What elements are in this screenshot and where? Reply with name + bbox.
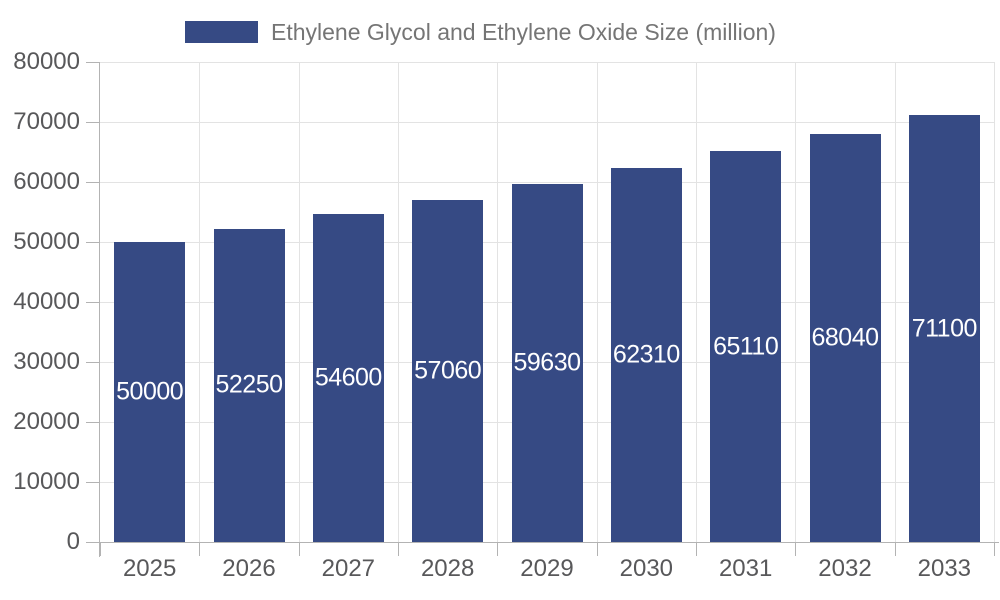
bar-value-label: 57060 [414,356,482,385]
x-tick [795,542,797,556]
x-tick-label: 2026 [222,555,276,582]
x-tick [596,542,598,556]
x-axis-line [86,542,999,543]
y-tick-label: 30000 [13,348,80,375]
bar[interactable]: 68040 [809,133,881,542]
x-tick [497,542,499,556]
x-tick [398,542,399,556]
y-tick-label: 70000 [13,108,80,135]
x-gridline [795,62,797,542]
x-tick-label: 2029 [520,555,574,582]
y-tick-label: 0 [66,528,80,555]
legend-swatch-icon [185,21,258,43]
x-tick [298,542,300,556]
x-tick-label: 2031 [718,555,773,582]
y-tick-label: 20000 [13,408,80,435]
x-gridline [298,62,300,542]
y-tick-label: 80000 [13,48,80,75]
x-tick [994,542,995,556]
x-tick-label: 2025 [122,555,177,582]
y-tick-label: 60000 [13,168,80,195]
bar[interactable]: 59630 [511,184,583,542]
y-axis-line [99,62,100,557]
y-tick-label: 40000 [13,288,80,315]
y-tick [86,362,100,363]
bar[interactable]: 65110 [710,151,782,542]
bar[interactable]: 71100 [908,115,980,542]
x-gridline [398,62,399,542]
bar-value-label: 68040 [811,323,879,352]
y-tick-label: 50000 [13,228,80,255]
x-gridline [994,62,995,542]
bar-value-label: 59630 [513,348,581,377]
x-tick-label: 2027 [321,555,376,582]
bar-value-label: 52250 [215,370,283,399]
bar[interactable]: 50000 [114,242,186,542]
y-tick [86,542,100,543]
y-tick [86,482,100,483]
y-tick-label: 10000 [13,468,80,495]
x-tick [894,542,896,556]
x-gridline [596,62,598,542]
x-tick-label: 2033 [917,555,972,582]
x-tick-label: 2032 [818,555,872,582]
x-gridline [894,62,896,542]
bar-value-label: 71100 [911,314,978,343]
y-gridline [100,62,994,63]
bar-value-label: 65110 [713,332,779,361]
x-tick [199,542,201,556]
x-gridline [696,62,697,542]
y-tick [86,182,100,183]
x-tick-label: 2028 [420,555,475,582]
bar[interactable]: 52250 [213,228,285,542]
bar[interactable]: 62310 [610,168,682,542]
y-tick [86,242,100,243]
y-tick [86,422,100,423]
y-gridline [100,122,994,123]
x-gridline [497,62,499,542]
bar[interactable]: 57060 [412,199,484,542]
x-tick-label: 2030 [619,555,674,582]
bar[interactable]: 54600 [312,214,384,542]
bar-value-label: 54600 [314,363,383,392]
y-tick [86,122,100,123]
bar-value-label: 50000 [116,377,184,406]
y-tick [86,302,100,303]
chart-legend[interactable]: Ethylene Glycol and Ethylene Oxide Size … [185,20,776,44]
x-tick [100,542,101,556]
x-tick [696,542,697,556]
legend-label: Ethylene Glycol and Ethylene Oxide Size … [271,19,776,45]
y-tick [86,62,100,63]
x-gridline [199,62,201,542]
bar-value-label: 62310 [612,340,681,369]
